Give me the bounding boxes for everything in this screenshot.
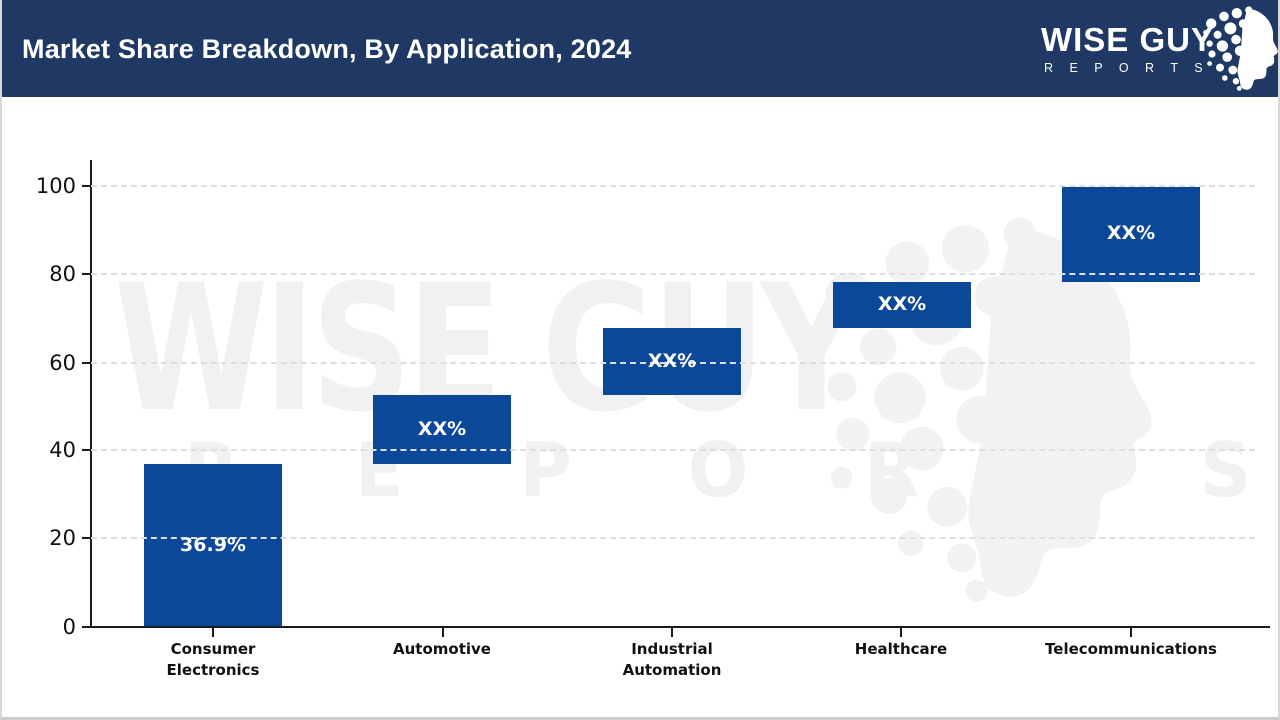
y-tick-label: 60 — [49, 351, 76, 375]
x-category-label: Telecommunications — [1045, 640, 1217, 658]
x-category-label: Automotive — [393, 640, 491, 658]
logo: WISE GUY R E P O R T S — [1040, 21, 1214, 76]
y-tick-label: 0 — [62, 615, 76, 639]
x-category-label: Industrial Automation — [622, 640, 722, 679]
bar-value-label: XX% — [647, 350, 697, 372]
bar-value-label: 36.9% — [180, 534, 246, 556]
logo-text-line1: WISE GUY — [1040, 21, 1214, 58]
gridline-60 — [91, 362, 1255, 364]
bar-telecommunications — [1062, 187, 1200, 282]
bar-value-label: XX% — [877, 293, 927, 315]
bar-value-label: XX% — [417, 418, 467, 440]
bar-healthcare — [833, 282, 971, 328]
x-tick — [1130, 628, 1132, 637]
y-tick-label: 100 — [35, 174, 76, 198]
x-tick — [442, 628, 444, 637]
gridline-80 — [91, 273, 1255, 275]
x-tick — [212, 628, 214, 637]
y-axis-line — [90, 160, 92, 628]
y-tick-label: 20 — [49, 526, 76, 550]
bar-industrial-automation — [603, 328, 741, 395]
gridline-40 — [91, 449, 1255, 451]
y-tick — [82, 273, 91, 275]
bar-automotive — [373, 395, 511, 464]
y-tick — [82, 626, 91, 628]
dotted-head-profile-icon — [1200, 6, 1280, 94]
x-category-label: Consumer Electronics — [166, 640, 260, 679]
bar-consumer-electronics — [144, 464, 282, 627]
y-tick-label: 40 — [49, 438, 76, 462]
y-tick — [82, 449, 91, 451]
bar-value-label: XX% — [1106, 222, 1156, 244]
x-category-label: Healthcare — [854, 640, 948, 658]
x-tick — [900, 628, 902, 637]
y-tick-label: 80 — [49, 262, 76, 286]
y-tick — [82, 185, 91, 187]
page-title: Market Share Breakdown, By Application, … — [22, 34, 632, 64]
y-tick — [82, 362, 91, 364]
logo-text-line2: R E P O R T S — [1043, 61, 1210, 75]
x-axis-line — [90, 626, 1270, 628]
gridline-100 — [91, 185, 1255, 187]
header-banner: Market Share Breakdown, By Application, … — [2, 0, 1280, 97]
gridline-20 — [91, 537, 1255, 539]
x-tick — [671, 628, 673, 637]
y-tick — [82, 537, 91, 539]
